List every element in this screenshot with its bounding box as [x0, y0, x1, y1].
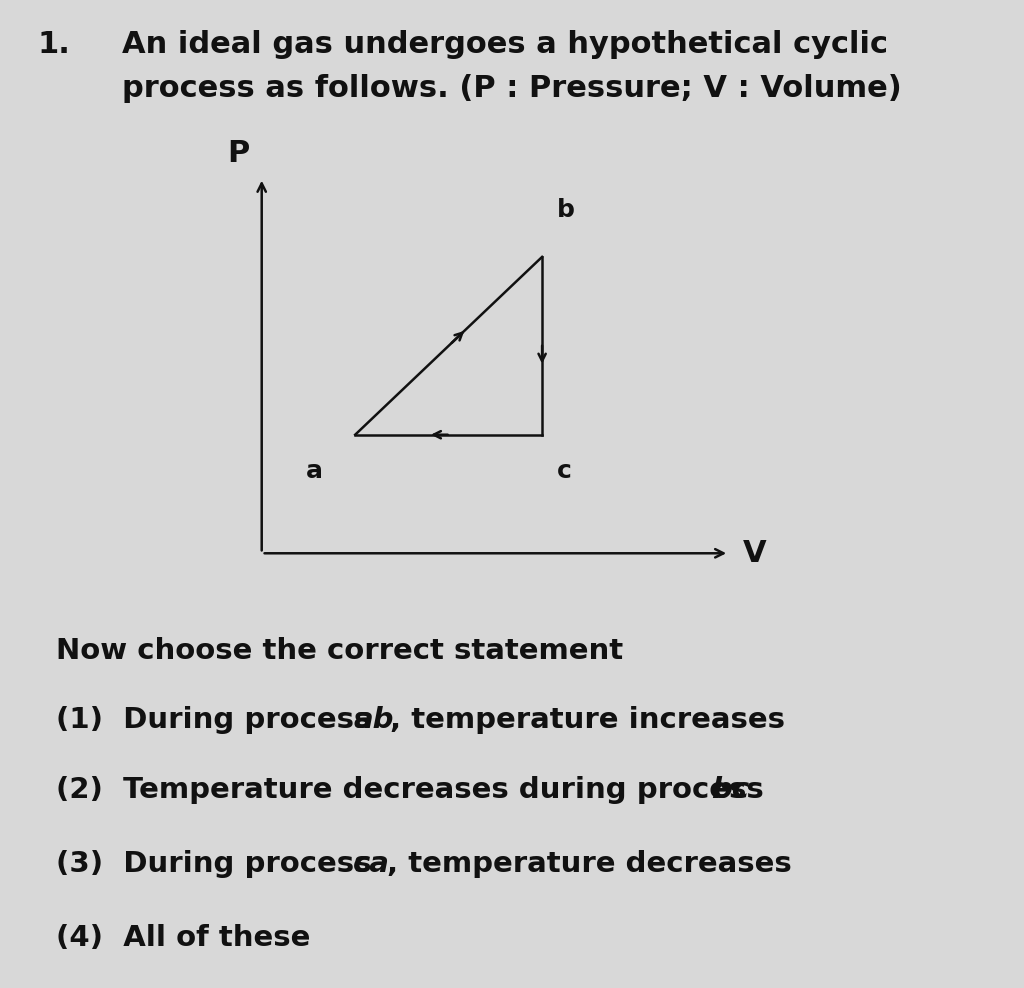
Text: ab: ab: [353, 706, 393, 734]
Text: (3)  During process: (3) During process: [56, 850, 382, 877]
Text: b: b: [557, 199, 574, 222]
Text: V: V: [743, 538, 767, 568]
Text: Now choose the correct statement: Now choose the correct statement: [56, 637, 624, 665]
Text: , temperature decreases: , temperature decreases: [387, 850, 792, 877]
Text: ca: ca: [353, 850, 390, 877]
Text: (2)  Temperature decreases during process: (2) Temperature decreases during process: [56, 776, 774, 803]
Text: process as follows. (P : Pressure; V : Volume): process as follows. (P : Pressure; V : V…: [122, 74, 901, 103]
Text: , temperature increases: , temperature increases: [390, 706, 785, 734]
Text: 1.: 1.: [38, 30, 71, 58]
Text: (1)  During process: (1) During process: [56, 706, 382, 734]
Text: (4)  All of these: (4) All of these: [56, 924, 310, 951]
Text: a: a: [305, 459, 323, 483]
Text: bc: bc: [712, 776, 750, 803]
Text: c: c: [557, 459, 572, 483]
Text: P: P: [227, 138, 250, 168]
Text: An ideal gas undergoes a hypothetical cyclic: An ideal gas undergoes a hypothetical cy…: [122, 30, 888, 58]
